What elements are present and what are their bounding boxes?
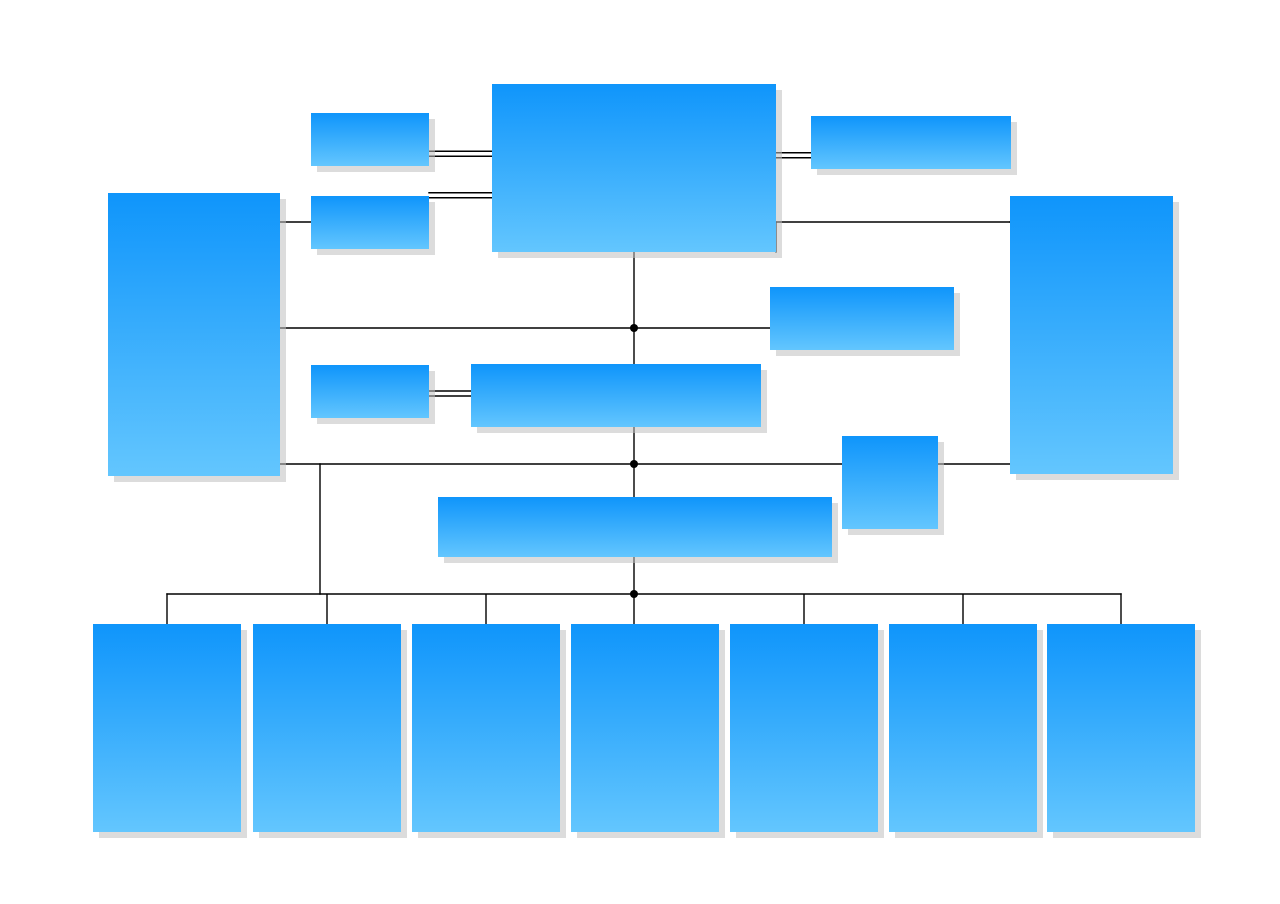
- org-chart: [0, 0, 1280, 904]
- node-leaf-1: [93, 624, 241, 832]
- node-leaf-3: [412, 624, 560, 832]
- node-tall-left: [108, 193, 280, 476]
- node-square: [842, 436, 938, 529]
- node-small-a: [311, 113, 429, 166]
- node-bar: [438, 497, 832, 557]
- node-wide-right-1: [811, 116, 1011, 169]
- node-small-c: [311, 365, 429, 418]
- node-leaf-6: [889, 624, 1037, 832]
- node-top: [492, 84, 776, 252]
- node-mid-right-1: [770, 287, 954, 350]
- node-mid-center: [471, 364, 761, 427]
- node-leaf-7: [1047, 624, 1195, 832]
- node-leaf-4: [571, 624, 719, 832]
- node-tall-right: [1010, 196, 1173, 474]
- node-leaf-2: [253, 624, 401, 832]
- node-small-b: [311, 196, 429, 249]
- node-leaf-5: [730, 624, 878, 832]
